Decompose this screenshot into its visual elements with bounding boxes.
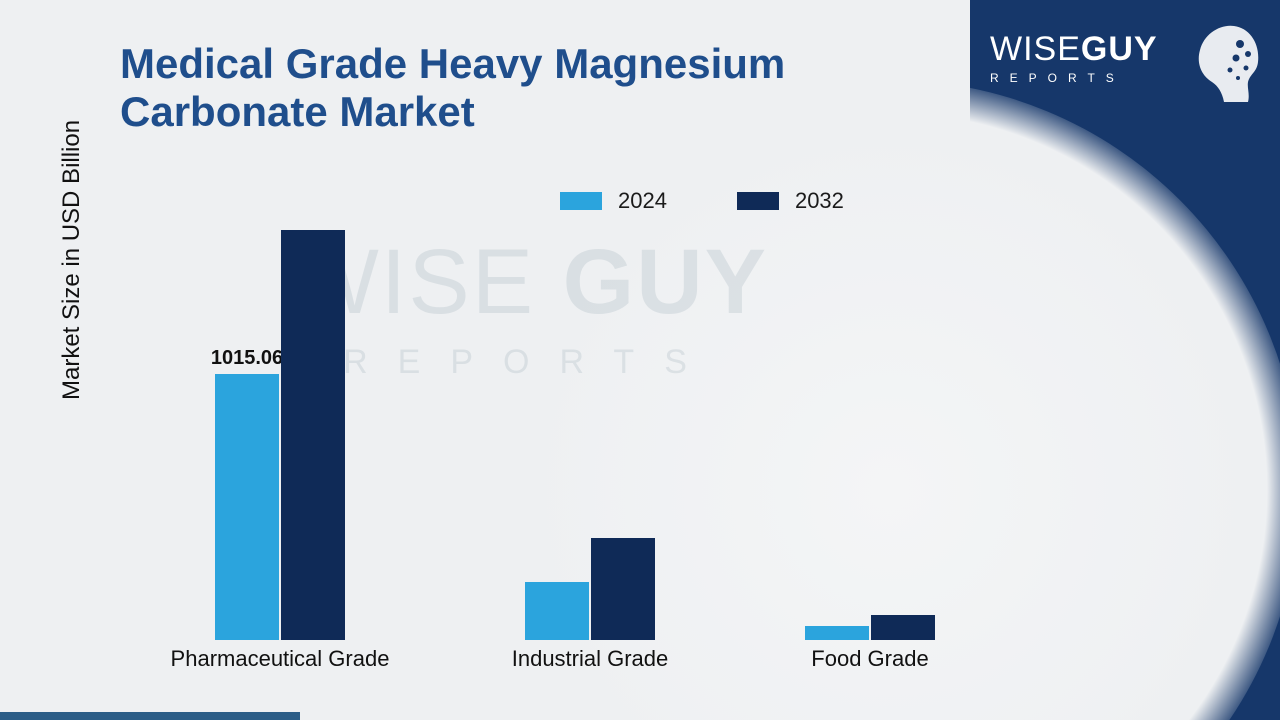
bar-food-2024 [805,626,869,640]
chart-legend: 2024 2032 [560,188,844,214]
chart-plot-area: 1015.06 Pharmaceutical Grade Industrial … [120,220,1000,640]
bar-industrial-2032 [591,538,655,640]
logo-text-2: GUY [1081,30,1158,68]
category-label-food: Food Grade [760,640,980,672]
bar-pharma-2024: 1015.06 [215,374,279,640]
legend-swatch-2032 [737,192,779,210]
brand-logo: WISEGUY REPORTS [990,30,1250,85]
head-silhouette-icon [1190,24,1262,104]
bar-pharma-2032 [281,230,345,640]
chart-title: Medical Grade Heavy Magnesium Carbonate … [120,40,820,137]
category-label-industrial: Industrial Grade [480,640,700,672]
y-axis-label: Market Size in USD Billion [58,120,86,400]
legend-swatch-2024 [560,192,602,210]
infographic-canvas: WISE GUY REPORTS Medical Grade Heavy Mag… [0,0,1280,720]
category-label-pharmaceutical: Pharmaceutical Grade [170,640,390,672]
legend-item-2024: 2024 [560,188,667,214]
bottom-accent-bar [0,712,300,720]
bar-industrial-2024 [525,582,589,640]
logo-text-1: WISE [990,30,1081,68]
legend-label-2032: 2032 [795,188,844,214]
legend-item-2032: 2032 [737,188,844,214]
legend-label-2024: 2024 [618,188,667,214]
bar-food-2032 [871,615,935,640]
